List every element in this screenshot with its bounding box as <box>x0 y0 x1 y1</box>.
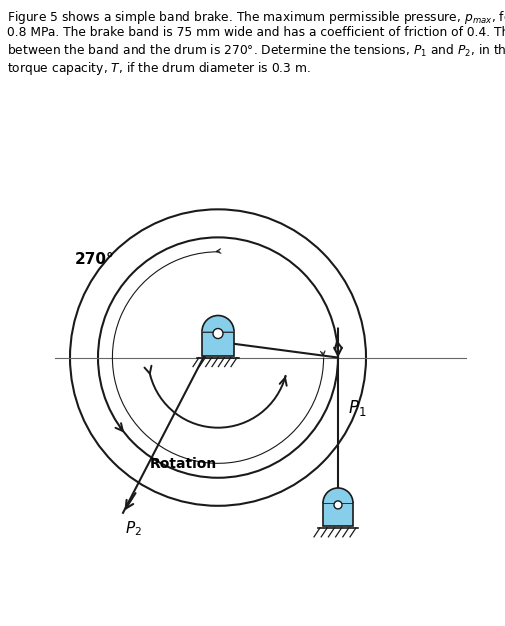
Text: $P_2$: $P_2$ <box>125 519 142 538</box>
Bar <box>202 332 234 356</box>
Wedge shape <box>323 488 353 503</box>
Text: 270°: 270° <box>75 252 115 267</box>
Text: 0.8 MPa. The brake band is 75 mm wide and has a coefficient of friction of 0.4. : 0.8 MPa. The brake band is 75 mm wide an… <box>7 26 505 39</box>
Wedge shape <box>202 316 234 332</box>
Circle shape <box>213 329 223 339</box>
Text: between the band and the drum is 270°. Determine the tensions, $P_1$ and $P_2$, : between the band and the drum is 270°. D… <box>7 43 505 59</box>
Text: Rotation: Rotation <box>149 457 217 471</box>
Text: Figure 5 shows a simple band brake. The maximum permissible pressure, $p_{max}$,: Figure 5 shows a simple band brake. The … <box>7 9 505 26</box>
Text: $P_1$: $P_1$ <box>348 398 367 418</box>
Bar <box>323 503 353 526</box>
Circle shape <box>334 501 342 509</box>
Text: torque capacity, $T$, if the drum diameter is 0.3 m.: torque capacity, $T$, if the drum diamet… <box>7 60 311 78</box>
